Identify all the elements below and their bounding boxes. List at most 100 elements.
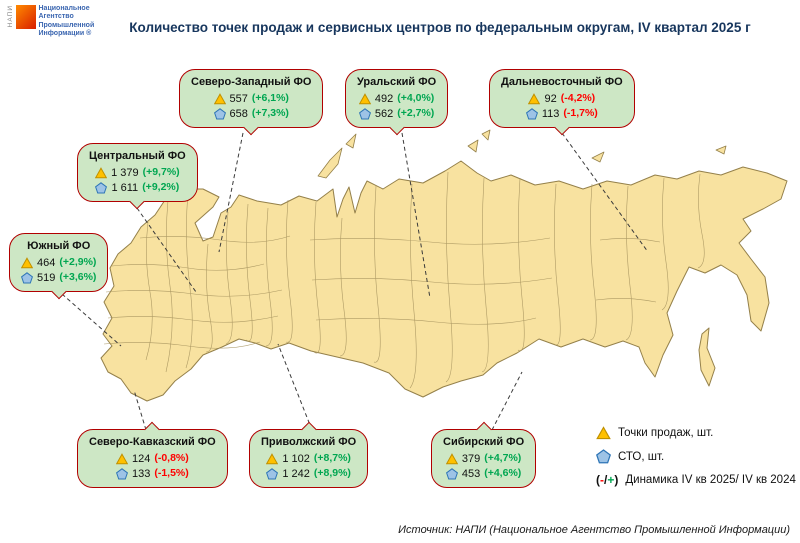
sto-delta: (+8,9%) bbox=[313, 466, 351, 479]
sales-row: 557 (+6,1%) bbox=[191, 91, 311, 106]
district-callout-dfo: Дальневосточный ФО 92 (-4,2%) 113 (-1,7%… bbox=[489, 69, 635, 129]
minus-sign: - bbox=[600, 473, 604, 487]
sto-delta: (-1,5%) bbox=[154, 466, 189, 479]
sto-row: 1 611 (+9,2%) bbox=[89, 180, 186, 195]
sto-row: 562 (+2,7%) bbox=[357, 106, 436, 121]
legend-sales-row: Точки продаж, шт. bbox=[596, 426, 796, 440]
sto-delta: (+9,2%) bbox=[142, 180, 180, 193]
sto-delta: (+2,7%) bbox=[397, 106, 435, 119]
leader-line bbox=[561, 132, 649, 253]
sto-row: 519 (+3,6%) bbox=[21, 270, 96, 285]
district-callout-cfo: Центральный ФО 1 379 (+9,7%) 1 611 (+9,2… bbox=[77, 143, 198, 203]
leader-line bbox=[136, 207, 197, 293]
district-callout-ufo: Уральский ФО 492 (+4,0%) 562 (+2,7%) bbox=[345, 69, 449, 129]
sales-delta: (+4,7%) bbox=[484, 451, 522, 464]
sales-count: 379 bbox=[461, 452, 481, 465]
legend-sto-label: СТО, шт. bbox=[618, 450, 665, 463]
district-name: Северо-Западный ФО bbox=[191, 76, 312, 88]
district-callout-pfo: Приволжский ФО 1 102 (+8,7%) 1 242 (+8,9… bbox=[249, 429, 369, 489]
sto-pentagon-icon bbox=[358, 107, 371, 120]
sales-delta: (+9,7%) bbox=[142, 165, 180, 178]
sales-row: 1 379 (+9,7%) bbox=[89, 165, 186, 180]
sto-pentagon-icon bbox=[95, 181, 108, 194]
sales-count: 1 379 bbox=[111, 166, 139, 179]
sales-row: 492 (+4,0%) bbox=[357, 91, 436, 106]
sto-delta: (+7,3%) bbox=[251, 106, 289, 119]
sales-triangle-icon bbox=[95, 166, 108, 179]
sto-row: 113 (-1,7%) bbox=[501, 106, 623, 121]
sto-row: 658 (+7,3%) bbox=[191, 106, 311, 121]
logo-line: Агентство bbox=[38, 13, 74, 21]
sales-delta: (-0,8%) bbox=[154, 451, 189, 464]
logo-line: Национальное bbox=[38, 5, 90, 12]
district-name: Южный ФО bbox=[27, 240, 91, 252]
leader-lines bbox=[61, 132, 649, 431]
legend-sales-label: Точки продаж, шт. bbox=[618, 427, 714, 439]
sto-delta: (+3,6%) bbox=[59, 270, 97, 283]
logo-square-icon bbox=[15, 5, 36, 29]
sto-pentagon-icon bbox=[213, 107, 226, 120]
sto-row: 453 (+4,6%) bbox=[443, 466, 524, 481]
source-note: Источник: НАПИ (Национальное Агентство П… bbox=[398, 524, 790, 536]
district-callout-skfo: Северо-Кавказский ФО 124 (-0,8%) 133 (-1… bbox=[77, 429, 228, 489]
leader-line bbox=[277, 343, 313, 431]
sto-pentagon-icon bbox=[525, 107, 538, 120]
logo-line: Промышленной bbox=[38, 21, 95, 29]
sales-count: 124 bbox=[131, 452, 151, 465]
district-name: Уральский ФО bbox=[357, 76, 437, 88]
leader-line bbox=[218, 132, 244, 253]
sales-delta: (-4,2%) bbox=[560, 91, 596, 104]
sales-count: 492 bbox=[374, 92, 394, 105]
sales-triangle-icon bbox=[213, 92, 226, 105]
logo-line: Информации ® bbox=[38, 30, 92, 38]
leader-line bbox=[491, 371, 523, 431]
sales-row: 1 102 (+8,7%) bbox=[261, 451, 356, 466]
sto-delta: (-1,7%) bbox=[563, 106, 598, 119]
sales-delta: (+8,7%) bbox=[313, 451, 351, 464]
leader-line bbox=[61, 293, 122, 347]
sto-delta: (+4,6%) bbox=[484, 466, 522, 479]
sales-triangle-icon bbox=[115, 452, 128, 465]
district-callout-sfo: Сибирский ФО 379 (+4,7%) 453 (+4,6%) bbox=[431, 429, 537, 489]
arctic-islands bbox=[317, 129, 727, 179]
sto-pentagon-icon bbox=[115, 467, 128, 480]
sales-triangle-icon bbox=[596, 426, 611, 440]
sales-triangle-icon bbox=[21, 256, 33, 269]
sto-pentagon-icon bbox=[445, 467, 458, 480]
district-name: Сибирский ФО bbox=[443, 436, 525, 448]
sales-triangle-icon bbox=[528, 92, 541, 105]
sales-row: 379 (+4,7%) bbox=[443, 451, 524, 466]
sto-count: 453 bbox=[461, 467, 481, 480]
district-name: Северо-Кавказский ФО bbox=[89, 436, 216, 448]
sto-row: 1 242 (+8,9%) bbox=[261, 466, 356, 481]
sto-count: 562 bbox=[374, 107, 394, 120]
sto-count: 658 bbox=[229, 107, 248, 120]
sales-count: 464 bbox=[37, 256, 56, 269]
sales-row: 124 (-0,8%) bbox=[89, 451, 216, 466]
legend-delta-label: Динамика IV кв 2025/ IV кв 2024 bbox=[625, 474, 796, 486]
sto-count: 113 bbox=[541, 107, 560, 120]
sto-count: 1 242 bbox=[282, 467, 310, 480]
region-borders bbox=[103, 171, 705, 389]
sales-count: 557 bbox=[229, 92, 248, 105]
district-callout-szfo: Северо-Западный ФО 557 (+6,1%) 658 (+7,3… bbox=[179, 69, 324, 129]
sto-count: 1 611 bbox=[111, 181, 139, 194]
sales-row: 464 (+2,9%) bbox=[21, 255, 96, 270]
legend: Точки продаж, шт. СТО, шт. (-/+) Динамик… bbox=[596, 426, 796, 496]
sakhalin-island bbox=[698, 327, 716, 387]
sales-triangle-icon bbox=[358, 92, 371, 105]
district-name: Дальневосточный ФО bbox=[501, 76, 623, 88]
district-name: Центральный ФО bbox=[89, 150, 186, 162]
sales-count: 92 bbox=[544, 92, 557, 105]
sales-count: 1 102 bbox=[282, 452, 310, 465]
delta-sign-prefix: (-/+) bbox=[596, 473, 619, 487]
sto-pentagon-icon bbox=[596, 449, 611, 464]
sales-triangle-icon bbox=[445, 452, 458, 465]
sales-triangle-icon bbox=[266, 452, 279, 465]
legend-delta-row: (-/+) Динамика IV кв 2025/ IV кв 2024 bbox=[596, 473, 796, 487]
district-callout-yufo: Южный ФО 464 (+2,9%) 519 (+3,6%) bbox=[9, 233, 109, 293]
napi-logo: НАПИ Национальное Агентство Промышленной… bbox=[7, 5, 95, 39]
legend-sto-row: СТО, шт. bbox=[596, 449, 796, 464]
